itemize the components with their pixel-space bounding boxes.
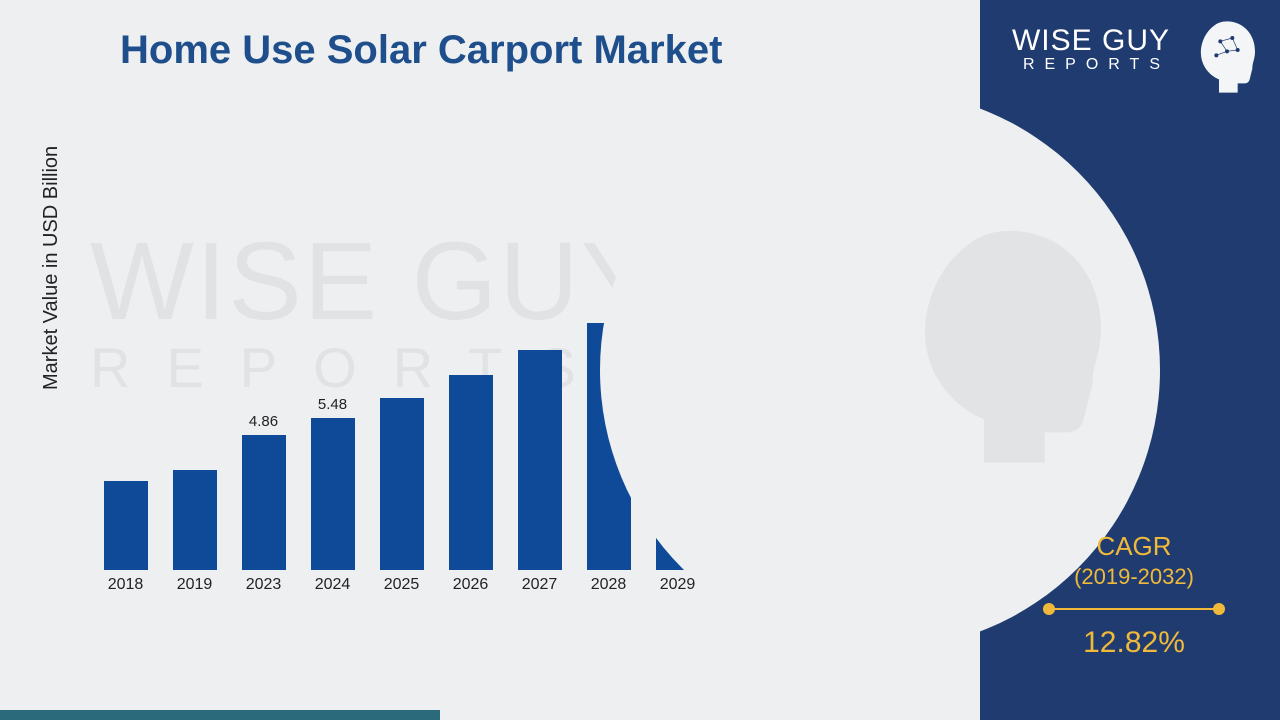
bar [449, 375, 493, 570]
report-canvas: WISE GUY REPORTS Home Use Solar Carport … [0, 0, 1280, 720]
bar-col [100, 459, 151, 570]
x-tick: 2026 [445, 570, 496, 600]
y-axis-label: Market Value in USD Billion [40, 146, 63, 390]
bar-value-label: 4.86 [249, 413, 278, 431]
cagr-box: CAGR (2019-2032) 12.82% [1024, 531, 1244, 660]
cagr-years: (2019-2032) [1024, 564, 1244, 590]
bar [311, 418, 355, 570]
bar-col [169, 448, 220, 570]
x-tick: 2027 [514, 570, 565, 600]
x-tick: 2025 [376, 570, 427, 600]
brand-head-icon [1192, 18, 1262, 98]
brand-logo-main: WISE GUY [1012, 24, 1170, 58]
accent-bottom-bar [0, 710, 440, 720]
bar [104, 481, 148, 570]
cagr-value: 12.82% [1024, 626, 1244, 660]
bar-col: 5.48 [307, 396, 358, 570]
x-tick: 2028 [583, 570, 634, 600]
x-tick: 2018 [100, 570, 151, 600]
brand-logo: WISE GUY REPORTS [1012, 24, 1170, 74]
bar-col [514, 328, 565, 570]
bar [242, 435, 286, 570]
bar-value-label: 5.48 [318, 396, 347, 414]
bar-col: 4.86 [238, 413, 289, 570]
brand-logo-sub: REPORTS [1012, 56, 1170, 74]
bar-col [376, 376, 427, 570]
x-tick: 2023 [238, 570, 289, 600]
x-tick: 2019 [169, 570, 220, 600]
bar-col [445, 353, 496, 570]
chart-title: Home Use Solar Carport Market [120, 28, 722, 73]
bar [173, 470, 217, 570]
x-tick: 2024 [307, 570, 358, 600]
bar [518, 350, 562, 570]
bar [380, 398, 424, 570]
cagr-title: CAGR [1024, 531, 1244, 562]
cagr-divider [1049, 608, 1219, 610]
